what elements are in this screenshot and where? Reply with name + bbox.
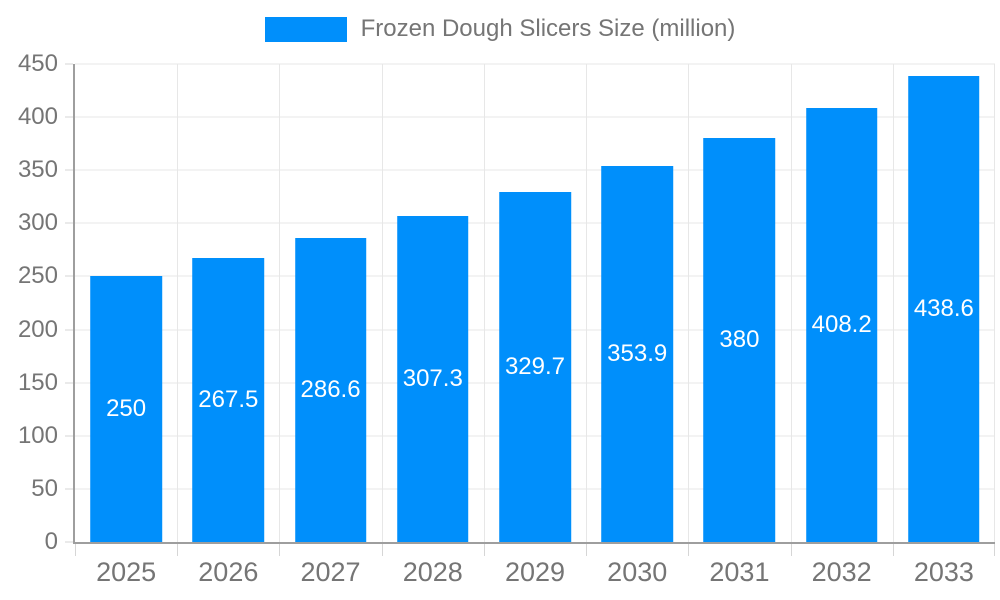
x-axis-label: 2026 — [198, 557, 259, 587]
x-axis-tick — [279, 544, 281, 556]
vertical-gridline — [994, 64, 995, 542]
x-axis-label: 2030 — [607, 557, 668, 587]
bar-slot: 380 — [688, 64, 790, 542]
y-axis-label: 0 — [44, 528, 58, 555]
x-axis-tick — [586, 544, 588, 556]
bar-slot: 286.6 — [279, 64, 381, 542]
y-axis-tick — [65, 541, 73, 543]
bar-slot: 438.6 — [893, 64, 995, 542]
y-axis-label: 300 — [17, 209, 58, 237]
x-axis-label: 2025 — [96, 557, 157, 587]
bar-value-label: 438.6 — [913, 295, 974, 323]
bar-2029[interactable]: 329.7 — [499, 191, 571, 542]
x-axis-tick — [688, 544, 690, 556]
vertical-gridline — [279, 64, 281, 542]
bar-slot: 307.3 — [382, 64, 484, 542]
y-axis-tick — [65, 382, 73, 384]
vertical-gridline — [483, 64, 485, 542]
bar-2033[interactable]: 438.6 — [908, 76, 980, 542]
vertical-gridline — [177, 64, 179, 542]
legend-label: Frozen Dough Slicers Size (million) — [360, 15, 736, 42]
y-axis-tick — [65, 222, 73, 224]
y-axis-label: 200 — [17, 315, 58, 343]
bar-value-label: 380 — [719, 326, 760, 354]
bar-slot: 353.9 — [586, 64, 688, 542]
y-axis-label: 100 — [17, 421, 58, 449]
x-axis-label: 2032 — [811, 557, 872, 587]
bar-slot: 250 — [75, 64, 177, 542]
bar-slot: 329.7 — [484, 64, 586, 542]
x-axis-tick — [790, 544, 792, 556]
bar-slot: 408.2 — [791, 64, 893, 542]
x-axis-tick — [381, 544, 383, 556]
bar-value-label: 250 — [106, 395, 147, 423]
y-axis-tick — [65, 116, 73, 118]
bar-value-label: 408.2 — [811, 311, 872, 339]
y-axis-label: 250 — [17, 262, 58, 290]
y-axis-tick — [65, 435, 73, 437]
x-axis-label: 2031 — [709, 557, 770, 587]
plot-area: 0 50 100 150 200 250 300 350 400 450 250 2025 267.5 2… — [18, 52, 995, 586]
x-axis-tick — [75, 544, 76, 556]
bar-value-label: 267.5 — [198, 385, 259, 413]
chart-legend[interactable]: Frozen Dough Slicers Size (million) — [0, 15, 1000, 43]
bar-2030[interactable]: 353.9 — [601, 166, 673, 542]
vertical-gridline — [586, 64, 588, 542]
x-axis-tick — [483, 544, 485, 556]
bar-2025[interactable]: 250 — [90, 276, 162, 542]
vertical-gridline — [892, 64, 894, 542]
bar-value-label: 307.3 — [402, 364, 463, 392]
horizontal-gridline — [75, 116, 995, 118]
x-axis-tick — [177, 544, 179, 556]
bar-2031[interactable]: 380 — [703, 138, 776, 542]
y-axis-tick — [65, 275, 73, 277]
vertical-gridline — [381, 64, 383, 542]
bar-2028[interactable]: 307.3 — [396, 215, 469, 542]
vertical-gridline — [790, 64, 792, 542]
y-axis-label: 400 — [17, 103, 58, 131]
bar-value-label: 329.7 — [504, 352, 566, 380]
y-axis-label: 450 — [17, 50, 58, 77]
x-axis-label: 2027 — [300, 557, 361, 587]
horizontal-gridline — [75, 169, 995, 171]
bar-2032[interactable]: 408.2 — [805, 108, 878, 542]
y-axis-tick — [65, 169, 73, 171]
x-axis-label: 2029 — [504, 557, 566, 587]
y-axis-tick — [65, 488, 73, 490]
y-axis-label: 350 — [17, 156, 58, 184]
x-axis-tick — [892, 544, 894, 556]
horizontal-gridline — [75, 63, 995, 65]
bar-value-label: 286.6 — [300, 375, 361, 403]
bar-slot: 267.5 — [177, 64, 279, 542]
vertical-gridline — [688, 64, 690, 542]
x-axis-label: 2033 — [913, 557, 974, 587]
legend-marker — [264, 16, 347, 42]
y-axis-label: 50 — [31, 474, 58, 502]
y-axis-label: 150 — [17, 368, 58, 396]
bar-2027[interactable]: 286.6 — [294, 237, 367, 542]
x-axis-label: 2028 — [402, 557, 463, 587]
x-axis-tick — [994, 544, 995, 556]
bar-2026[interactable]: 267.5 — [192, 257, 265, 542]
y-axis-tick — [65, 329, 73, 331]
bar-value-label: 353.9 — [607, 340, 668, 368]
y-axis-tick — [65, 63, 73, 65]
